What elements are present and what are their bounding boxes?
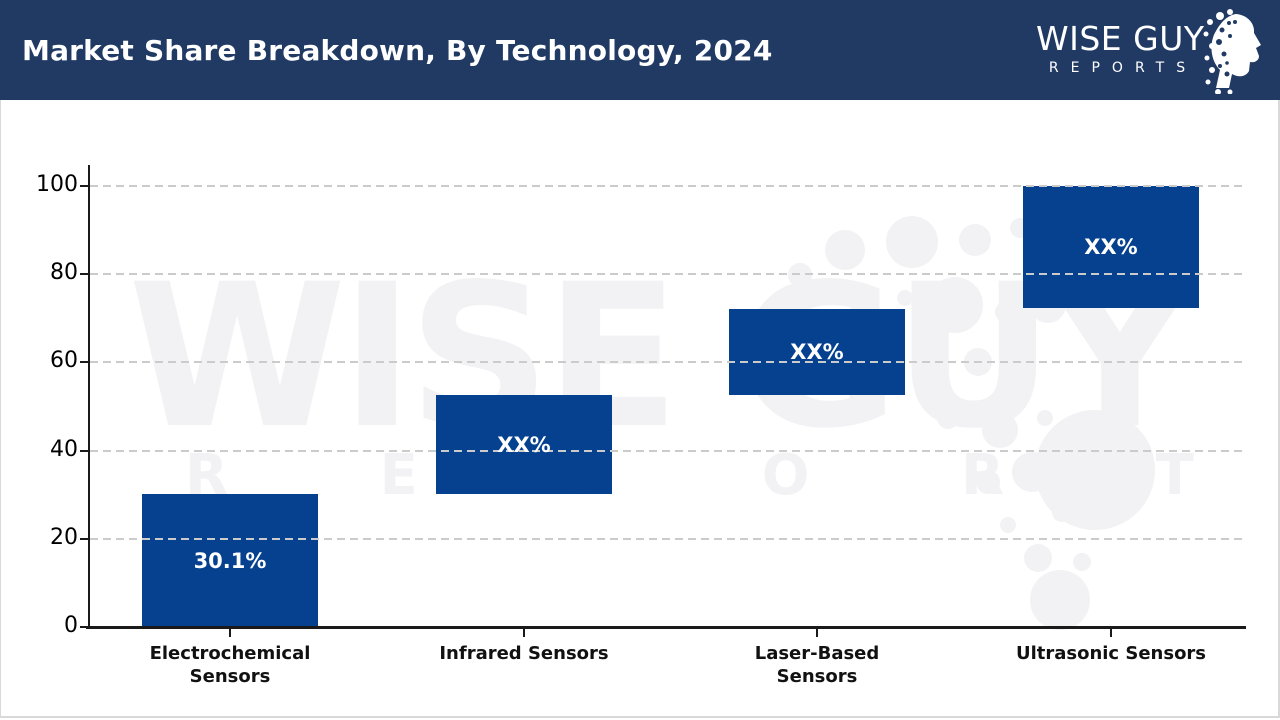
- gridline: [90, 273, 1245, 276]
- y-tick: [80, 537, 88, 540]
- y-axis-tick-label: 60: [50, 348, 78, 374]
- wise-guy-logo: WISE GUY REPORTS: [1036, 8, 1266, 94]
- x-axis-category-label: Ultrasonic Sensors: [1015, 643, 1207, 664]
- x-axis-category-label: Electrochemical Sensors: [149, 643, 311, 687]
- y-axis-tick-label: 20: [50, 524, 78, 550]
- y-axis-tick-label: 80: [50, 260, 78, 286]
- bar-value-label: XX%: [497, 432, 551, 457]
- chart-canvas: WISE GUY R E P O R T S 02040608010030.1%…: [0, 100, 1280, 720]
- gridline: [90, 537, 1245, 540]
- logo-name: WISE GUY: [1036, 19, 1205, 58]
- logo-subtitle: REPORTS: [1048, 59, 1198, 76]
- watermark-subtext: R E P O R T S: [185, 443, 1280, 508]
- y-axis: [88, 165, 90, 629]
- x-tick: [523, 629, 525, 637]
- gridline: [90, 361, 1245, 364]
- y-axis-tick-label: 0: [64, 613, 78, 638]
- y-axis-tick-label: 40: [50, 436, 78, 462]
- gridline: [90, 449, 1245, 452]
- figure-border-bottom: [0, 716, 1280, 718]
- y-axis-tick-label: 100: [36, 172, 78, 197]
- y-tick: [80, 273, 88, 276]
- bar-value-label: XX%: [1084, 235, 1138, 260]
- y-tick: [80, 185, 88, 187]
- bar: [436, 395, 612, 495]
- x-tick: [1110, 629, 1112, 637]
- y-tick: [80, 626, 88, 628]
- x-axis: [86, 626, 1246, 629]
- x-axis-category-label: Infrared Sensors: [439, 643, 609, 664]
- bar-value-label: XX%: [790, 339, 844, 364]
- figure-border-right: [1278, 100, 1280, 716]
- logo-text: WISE GUY REPORTS: [1036, 19, 1205, 76]
- bar: [729, 308, 905, 396]
- figure-border-left: [0, 100, 1, 716]
- gridline: [90, 185, 1245, 187]
- y-tick: [80, 361, 88, 364]
- face-profile-icon: [1203, 9, 1261, 94]
- bar: [142, 494, 318, 627]
- x-axis-category-label: Laser-Based Sensors: [754, 643, 880, 687]
- page-title: Market Share Breakdown, By Technology, 2…: [22, 33, 773, 67]
- x-tick: [816, 629, 818, 637]
- x-tick: [229, 629, 231, 637]
- y-tick: [80, 449, 88, 452]
- header-bar: Market Share Breakdown, By Technology, 2…: [0, 0, 1280, 100]
- bar-value-label: 30.1%: [193, 548, 267, 573]
